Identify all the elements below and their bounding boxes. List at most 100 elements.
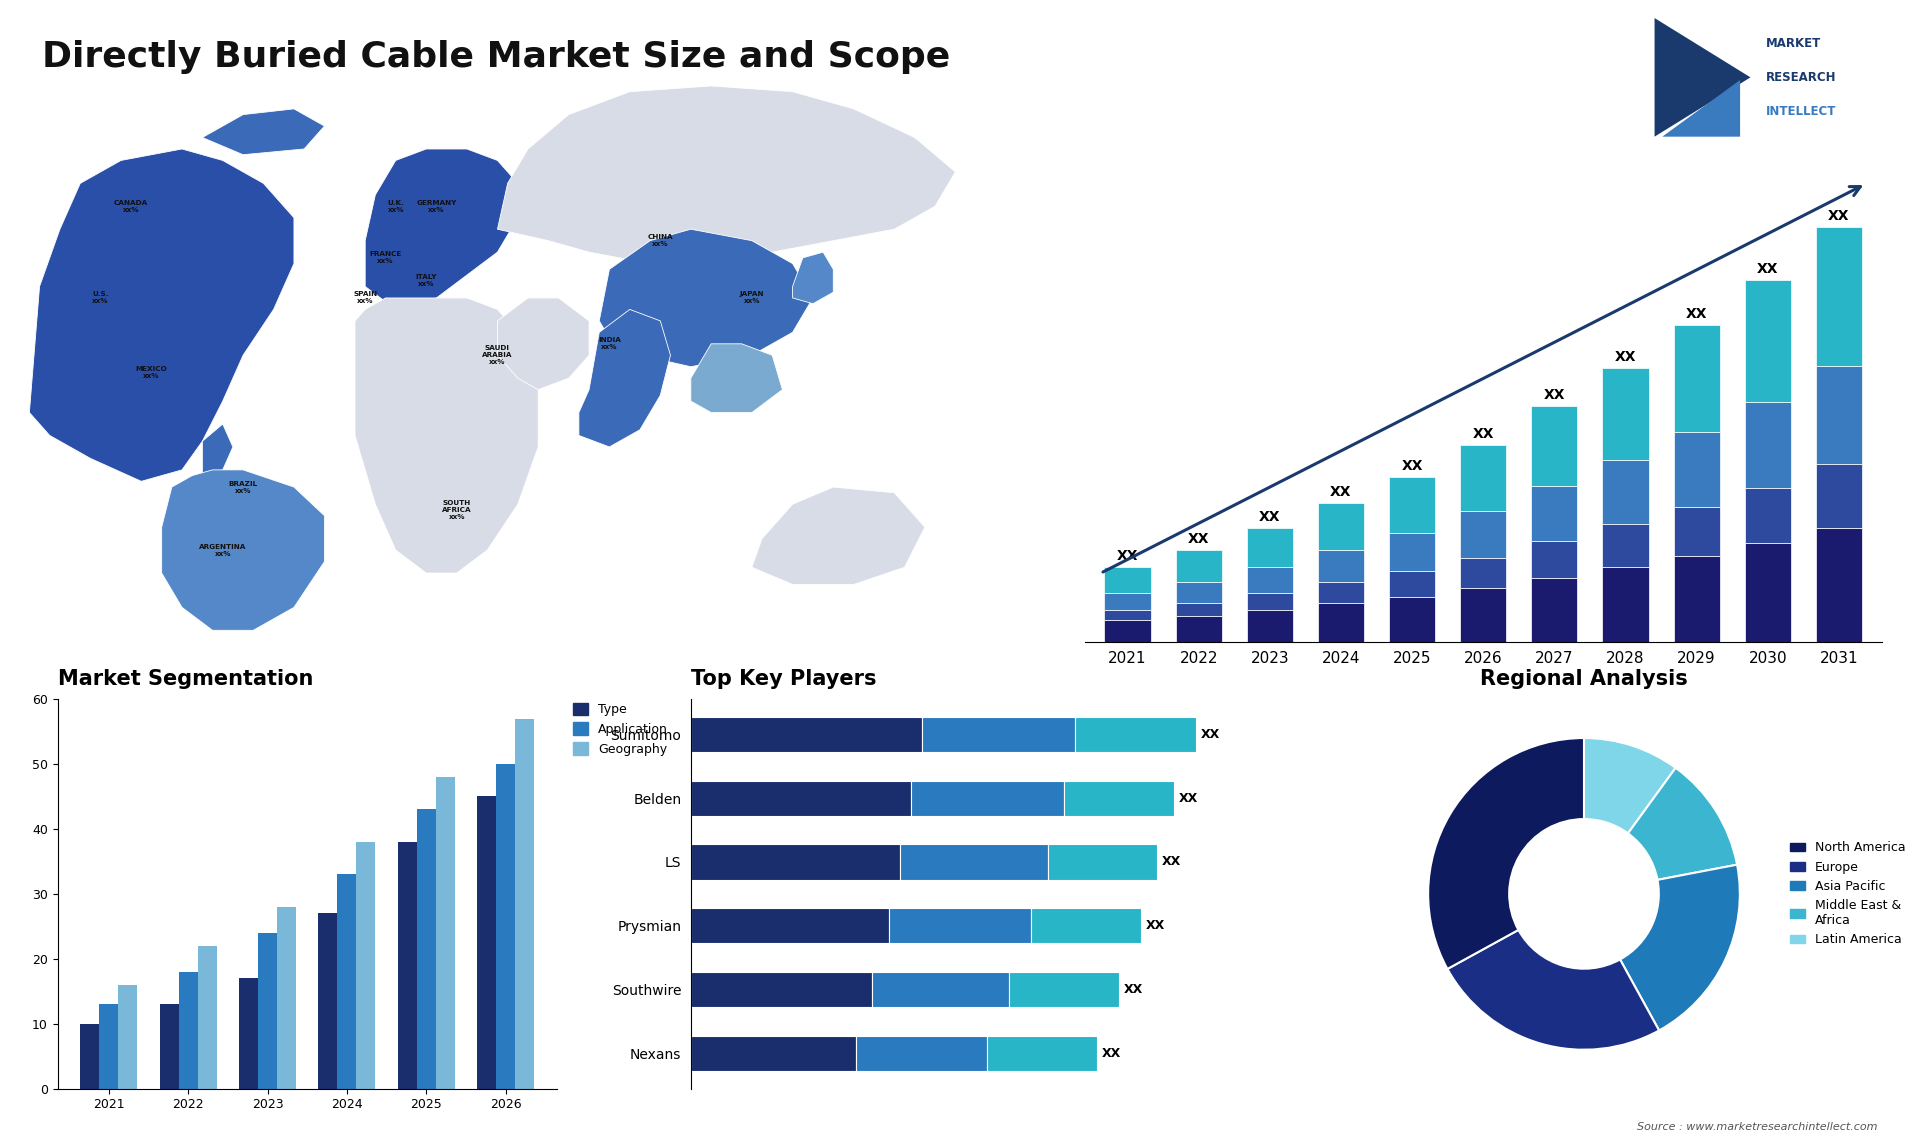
- Bar: [1246, 592, 1292, 610]
- Text: INTELLECT: INTELLECT: [1766, 105, 1836, 118]
- Bar: [691, 909, 889, 943]
- Polygon shape: [599, 229, 812, 367]
- Bar: [159, 1004, 179, 1089]
- Bar: [1459, 445, 1507, 511]
- Polygon shape: [1655, 18, 1751, 136]
- Text: CANADA
xx%: CANADA xx%: [113, 199, 148, 213]
- Text: U.K.
xx%: U.K. xx%: [388, 199, 403, 213]
- Bar: [515, 719, 534, 1089]
- Bar: [1816, 528, 1862, 642]
- Text: XX: XX: [1544, 388, 1565, 402]
- Wedge shape: [1620, 865, 1740, 1030]
- Bar: [1175, 550, 1221, 582]
- Bar: [1010, 972, 1119, 1007]
- Text: SPAIN
xx%: SPAIN xx%: [353, 291, 376, 305]
- Bar: [1603, 460, 1649, 524]
- Wedge shape: [1584, 738, 1676, 833]
- Bar: [691, 845, 900, 879]
- Bar: [691, 972, 872, 1007]
- Bar: [1816, 227, 1862, 366]
- Bar: [1674, 325, 1720, 432]
- Bar: [238, 979, 257, 1089]
- Bar: [1175, 617, 1221, 642]
- Text: XX: XX: [1117, 549, 1139, 563]
- Text: RESEARCH: RESEARCH: [1766, 71, 1837, 84]
- Title: Regional Analysis: Regional Analysis: [1480, 669, 1688, 689]
- Text: SOUTH
AFRICA
xx%: SOUTH AFRICA xx%: [442, 500, 472, 520]
- Polygon shape: [497, 298, 589, 390]
- Legend: Type, Application, Geography: Type, Application, Geography: [568, 698, 672, 761]
- Wedge shape: [1428, 738, 1584, 970]
- Bar: [1745, 280, 1791, 402]
- Polygon shape: [355, 298, 538, 573]
- Text: MEXICO
xx%: MEXICO xx%: [136, 366, 167, 379]
- Bar: [691, 1036, 856, 1072]
- Text: BRAZIL
xx%: BRAZIL xx%: [228, 480, 257, 494]
- Bar: [198, 945, 217, 1089]
- Bar: [417, 809, 436, 1089]
- Polygon shape: [497, 86, 956, 264]
- Text: XX: XX: [1162, 855, 1181, 869]
- Text: XX: XX: [1200, 728, 1219, 740]
- Bar: [1104, 567, 1150, 592]
- Bar: [1104, 610, 1150, 620]
- Text: INDIA
xx%: INDIA xx%: [597, 337, 620, 351]
- Polygon shape: [365, 149, 518, 309]
- Bar: [1532, 486, 1578, 541]
- Bar: [1816, 464, 1862, 528]
- Bar: [1745, 543, 1791, 642]
- Text: XX: XX: [1686, 307, 1707, 321]
- Bar: [1317, 582, 1363, 603]
- Bar: [1317, 550, 1363, 582]
- Bar: [1532, 407, 1578, 486]
- Bar: [987, 1036, 1096, 1072]
- Text: Top Key Players: Top Key Players: [691, 669, 877, 689]
- Wedge shape: [1448, 929, 1659, 1050]
- Bar: [1459, 588, 1507, 642]
- Text: XX: XX: [1179, 792, 1198, 804]
- Bar: [476, 796, 495, 1089]
- Bar: [1104, 620, 1150, 642]
- Legend: North America, Europe, Asia Pacific, Middle East &
Africa, Latin America: North America, Europe, Asia Pacific, Mid…: [1786, 837, 1910, 951]
- Text: XX: XX: [1102, 1047, 1121, 1060]
- Bar: [357, 842, 376, 1089]
- Text: MARKET: MARKET: [1766, 37, 1822, 49]
- Bar: [81, 1023, 100, 1089]
- Text: XX: XX: [1123, 983, 1142, 996]
- Bar: [1104, 592, 1150, 610]
- Bar: [119, 984, 138, 1089]
- Text: Source : www.marketresearchintellect.com: Source : www.marketresearchintellect.com: [1638, 1122, 1878, 1132]
- Text: JAPAN
xx%: JAPAN xx%: [739, 291, 764, 305]
- Bar: [1064, 780, 1173, 816]
- Text: FRANCE
xx%: FRANCE xx%: [369, 251, 401, 265]
- Wedge shape: [1628, 768, 1738, 880]
- Bar: [319, 913, 338, 1089]
- Bar: [276, 906, 296, 1089]
- Bar: [1031, 909, 1140, 943]
- Bar: [856, 1036, 987, 1072]
- Text: XX: XX: [1615, 350, 1636, 364]
- Polygon shape: [29, 149, 294, 481]
- Text: CHINA
xx%: CHINA xx%: [647, 234, 674, 248]
- Bar: [691, 780, 910, 816]
- Bar: [1816, 366, 1862, 464]
- Bar: [179, 972, 198, 1089]
- Bar: [889, 909, 1031, 943]
- Text: Directly Buried Cable Market Size and Scope: Directly Buried Cable Market Size and Sc…: [42, 40, 950, 74]
- Bar: [338, 874, 357, 1089]
- Bar: [1048, 845, 1158, 879]
- Bar: [257, 933, 276, 1089]
- Bar: [1745, 488, 1791, 543]
- Bar: [1674, 432, 1720, 507]
- Bar: [1388, 571, 1434, 597]
- Text: XX: XX: [1260, 510, 1281, 525]
- Bar: [900, 845, 1048, 879]
- Bar: [1532, 578, 1578, 642]
- Bar: [1459, 511, 1507, 558]
- Bar: [1317, 503, 1363, 550]
- Bar: [1532, 541, 1578, 578]
- Bar: [1603, 524, 1649, 567]
- Bar: [910, 780, 1064, 816]
- Text: XX: XX: [1828, 209, 1849, 222]
- Bar: [1246, 610, 1292, 642]
